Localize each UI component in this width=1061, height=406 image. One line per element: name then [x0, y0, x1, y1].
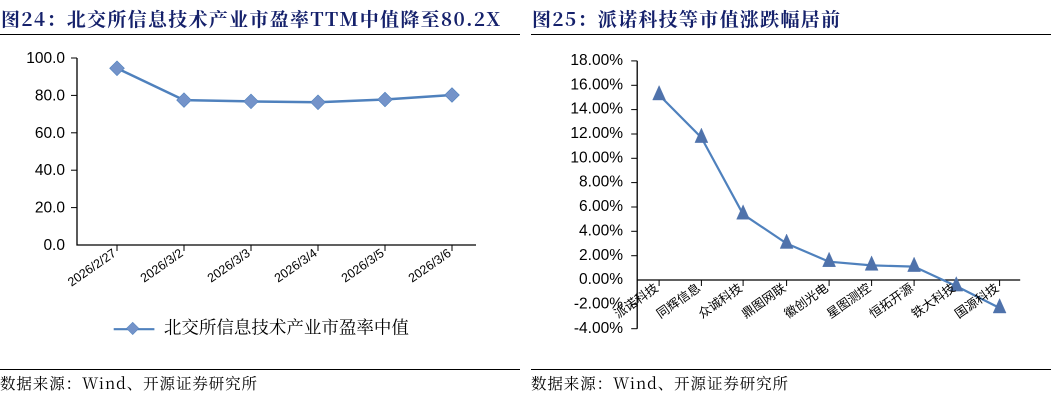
svg-text:4.00%: 4.00%: [579, 222, 623, 239]
svg-text:20.0: 20.0: [35, 200, 66, 217]
svg-text:14.00%: 14.00%: [570, 101, 623, 118]
svg-text:2026/2/27: 2026/2/27: [65, 246, 119, 289]
svg-text:2026/3/3: 2026/3/3: [205, 246, 253, 285]
svg-text:徽创光电: 徽创光电: [781, 280, 831, 321]
svg-text:100.0: 100.0: [26, 50, 65, 67]
svg-text:10.00%: 10.00%: [570, 149, 623, 166]
svg-text:星图测控: 星图测控: [824, 281, 873, 321]
svg-text:40.0: 40.0: [35, 162, 66, 179]
svg-text:6.00%: 6.00%: [579, 198, 623, 215]
svg-text:18.00%: 18.00%: [570, 52, 623, 69]
svg-text:2.00%: 2.00%: [579, 247, 623, 264]
svg-text:12.00%: 12.00%: [570, 125, 623, 142]
svg-text:恒拓开源: 恒拓开源: [867, 281, 916, 321]
svg-text:2026/3/4: 2026/3/4: [272, 246, 320, 285]
svg-text:2026/3/5: 2026/3/5: [339, 246, 387, 285]
svg-text:北交所信息技术产业市盈率中值: 北交所信息技术产业市盈率中值: [164, 315, 409, 340]
svg-text:同辉信息: 同辉信息: [654, 280, 704, 321]
svg-text:众诚科技: 众诚科技: [696, 281, 745, 321]
svg-text:0.0: 0.0: [43, 237, 65, 254]
svg-text:铁大科技: 铁大科技: [909, 281, 958, 321]
svg-text:鼎图网联: 鼎图网联: [739, 281, 788, 321]
svg-text:80.0: 80.0: [35, 87, 66, 104]
svg-text:8.00%: 8.00%: [579, 174, 623, 191]
svg-text:16.00%: 16.00%: [570, 76, 623, 93]
svg-text:60.0: 60.0: [35, 125, 66, 142]
svg-text:0.00%: 0.00%: [579, 271, 623, 288]
svg-text:2026/3/6: 2026/3/6: [406, 246, 454, 285]
svg-text:2026/3/2: 2026/3/2: [138, 246, 186, 285]
svg-text:-4.00%: -4.00%: [574, 320, 623, 337]
